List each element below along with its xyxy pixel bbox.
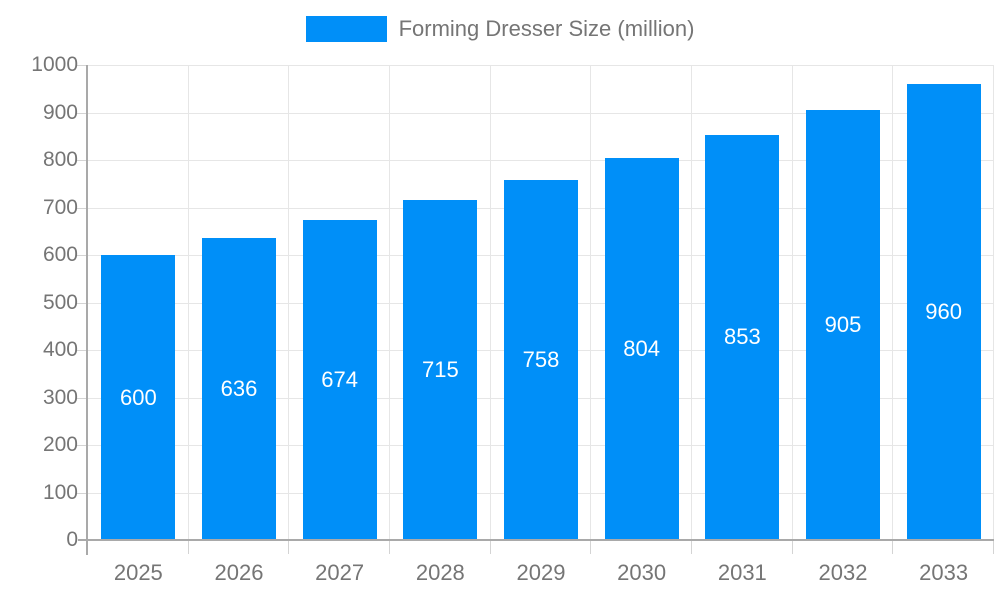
y-axis-label: 400 [42, 338, 78, 361]
vertical-gridline [389, 65, 390, 540]
plot-area: 600 636 674 715 758 804 853 905 960 [88, 65, 994, 540]
bar-value-label: 804 [623, 336, 661, 362]
bar-2029[interactable]: 758 [504, 179, 578, 540]
vertical-gridline [489, 65, 491, 540]
x-axis-label: 2025 [113, 560, 163, 585]
vertical-gridline [691, 65, 692, 540]
bar-2028[interactable]: 715 [403, 200, 478, 540]
y-axis-label: 700 [42, 195, 78, 219]
chart-legend: Forming Dresser Size (million) [0, 14, 1000, 44]
x-axis-tick [489, 541, 491, 554]
bar-2032[interactable]: 905 [806, 110, 880, 540]
x-axis-tick [691, 541, 692, 554]
bar-2033[interactable]: 960 [906, 84, 981, 540]
y-axis-tick [77, 255, 86, 256]
x-axis-tick [187, 541, 189, 554]
y-axis-label: 600 [42, 243, 78, 266]
y-axis-label: 200 [42, 433, 78, 456]
x-axis-label: 2028 [415, 560, 465, 585]
vertical-gridline [993, 65, 994, 540]
bar-value-label: 636 [220, 375, 258, 401]
x-axis-line [78, 539, 994, 541]
y-axis-label: 300 [42, 385, 78, 409]
y-axis-tick [77, 397, 86, 399]
bar-value-label: 905 [824, 312, 862, 338]
y-axis-label: 100 [42, 480, 78, 504]
x-axis-tick [288, 541, 290, 554]
horizontal-gridline [88, 65, 994, 66]
bar-value-label: 758 [522, 346, 560, 372]
y-axis-tick [77, 65, 86, 66]
bar-value-label: 853 [723, 324, 761, 350]
vertical-gridline [791, 65, 793, 540]
y-axis-label: 0 [66, 528, 78, 551]
x-axis-label: 2033 [919, 560, 969, 585]
y-axis-tick [77, 350, 86, 351]
legend-swatch-icon [305, 16, 387, 42]
bar-2026[interactable]: 636 [202, 237, 276, 540]
bar-2031[interactable]: 853 [705, 134, 780, 540]
horizontal-gridline [88, 160, 994, 161]
bar-value-label: 715 [421, 357, 459, 383]
y-axis-label: 500 [42, 290, 78, 314]
bar-value-label: 674 [321, 366, 359, 392]
horizontal-gridline [88, 112, 994, 114]
bar-2030[interactable]: 804 [604, 158, 679, 540]
x-axis-tick [993, 541, 994, 554]
x-axis-tick [590, 541, 592, 554]
y-axis-line [86, 65, 88, 555]
y-axis-tick [77, 302, 86, 304]
legend-item[interactable]: Forming Dresser Size (million) [305, 16, 695, 42]
y-axis-tick [77, 160, 86, 161]
vertical-gridline [288, 65, 290, 540]
x-axis-label: 2030 [617, 560, 667, 585]
vertical-gridline [892, 65, 894, 540]
x-axis-label: 2029 [516, 560, 566, 585]
bar-value-label: 600 [119, 384, 157, 410]
bar-2027[interactable]: 674 [302, 219, 377, 540]
vertical-gridline [187, 65, 189, 540]
y-axis-label: 1000 [31, 53, 78, 76]
y-axis-label: 800 [42, 148, 78, 171]
bar-2025[interactable]: 600 [101, 255, 176, 540]
y-axis-tick [77, 207, 86, 209]
x-axis-tick [892, 541, 894, 554]
x-axis-label: 2032 [818, 560, 868, 585]
y-axis-tick [77, 492, 86, 494]
y-axis-tick [77, 445, 86, 446]
x-axis-label: 2031 [717, 560, 767, 585]
legend-label: Forming Dresser Size (million) [398, 16, 695, 41]
x-axis-tick [791, 541, 793, 554]
vertical-gridline [590, 65, 592, 540]
x-axis-label: 2026 [214, 560, 264, 585]
bar-value-label: 960 [925, 299, 963, 324]
x-axis-tick [389, 541, 390, 554]
x-axis-label: 2027 [315, 560, 365, 585]
y-axis-label: 900 [42, 100, 78, 124]
y-axis-tick [77, 112, 86, 114]
